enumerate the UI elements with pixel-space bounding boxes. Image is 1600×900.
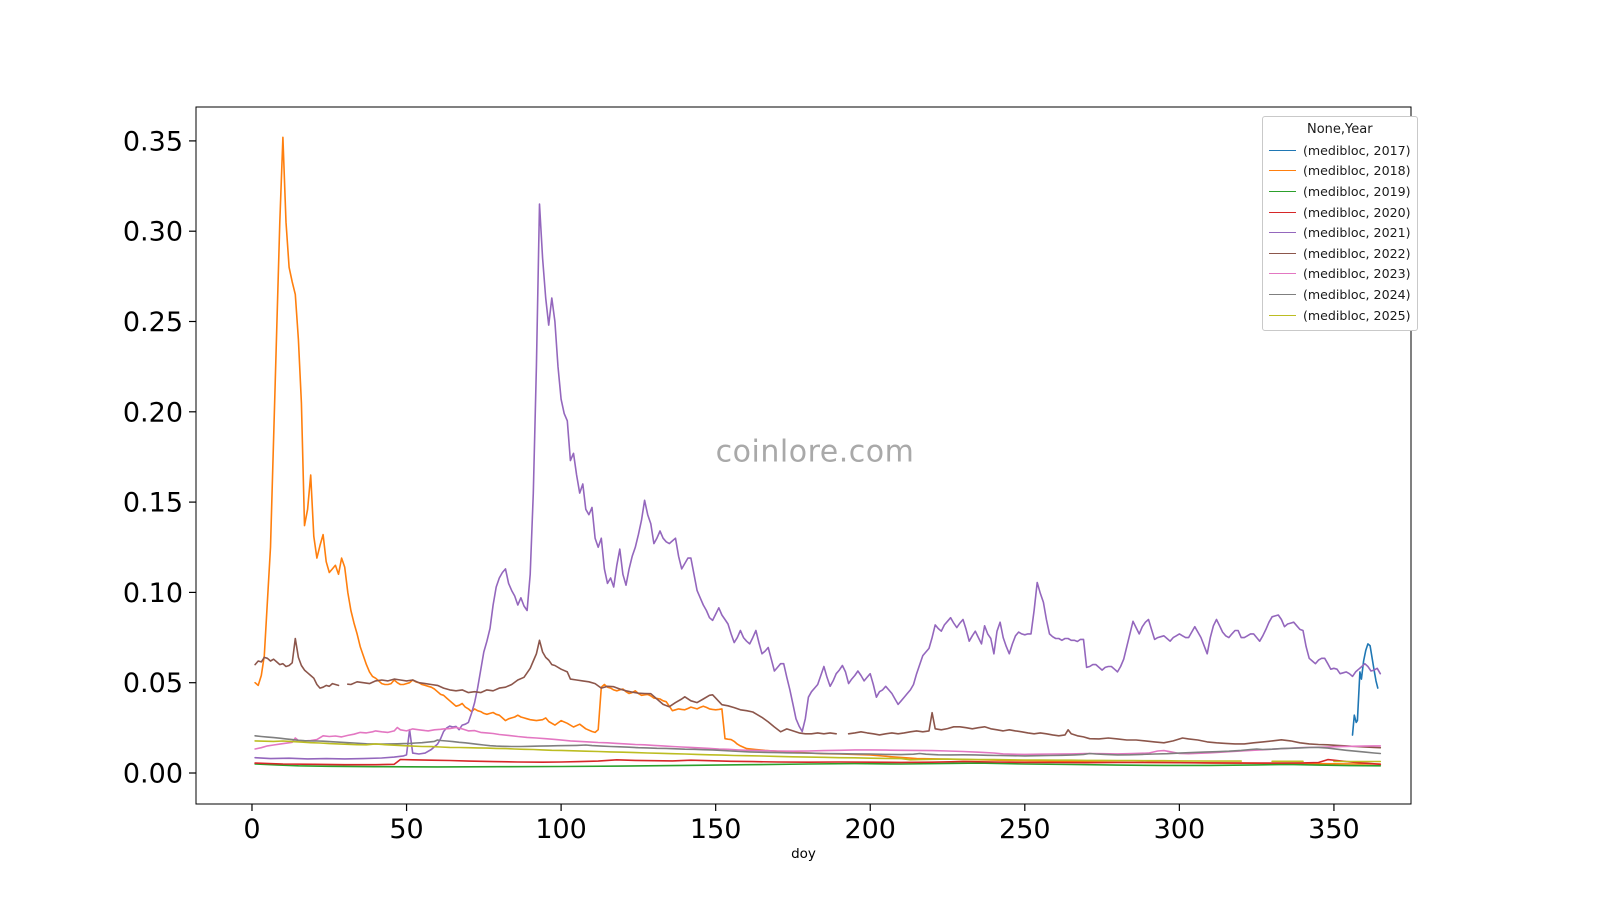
legend-line-swatch-2019 — [1269, 190, 1296, 192]
legend-line-swatch-2018 — [1269, 170, 1296, 172]
y-tick-label: 0.30 — [123, 217, 183, 248]
legend-item-label: (medibloc, 2019) — [1303, 183, 1411, 199]
legend-item-label: (medibloc, 2020) — [1303, 204, 1411, 220]
x-tick-label: 150 — [690, 814, 742, 845]
legend-item-label: (medibloc, 2021) — [1303, 225, 1411, 241]
legend-item-2017: (medibloc, 2017) — [1269, 140, 1411, 161]
series-line-2019 — [254, 762, 1382, 768]
y-tick-label: 0.00 — [123, 759, 183, 790]
series-line-2017 — [1351, 643, 1379, 736]
series-line-2018 — [254, 136, 1382, 765]
legend-line-swatch-2022 — [1269, 252, 1296, 254]
legend-line-swatch-2021 — [1269, 232, 1296, 234]
legend-item-2018: (medibloc, 2018) — [1269, 161, 1411, 182]
y-tick-label: 0.25 — [123, 307, 183, 338]
legend-item-2021: (medibloc, 2021) — [1269, 222, 1411, 243]
legend-line-swatch-2025 — [1269, 314, 1296, 316]
legend-item-label: (medibloc, 2022) — [1303, 245, 1411, 261]
y-tick-label: 0.05 — [123, 668, 183, 699]
series-line-2022 — [847, 711, 1382, 749]
x-tick-label: 100 — [535, 814, 587, 845]
legend-title: None,Year — [1306, 122, 1373, 137]
legend-item-2023: (medibloc, 2023) — [1269, 264, 1411, 285]
series-line-2023 — [254, 726, 1382, 756]
legend-line-swatch-2023 — [1269, 273, 1296, 275]
y-tick-label: 0.20 — [123, 397, 183, 428]
y-tick-label: 0.35 — [123, 126, 183, 157]
x-axis-label: doy — [791, 846, 816, 862]
legend-item-label: (medibloc, 2023) — [1303, 266, 1411, 282]
legend-line-swatch-2024 — [1269, 293, 1296, 295]
series-line-2020 — [254, 758, 1382, 766]
x-tick-label: 0 — [243, 814, 260, 845]
legend-item-label: (medibloc, 2018) — [1303, 163, 1411, 179]
legend-item-label: (medibloc, 2024) — [1303, 286, 1411, 302]
legend-item-2019: (medibloc, 2019) — [1269, 181, 1411, 202]
y-tick-label: 0.15 — [123, 488, 183, 519]
legend-item-label: (medibloc, 2017) — [1303, 142, 1411, 158]
series-line-2022 — [254, 637, 340, 689]
legend: None,Year (medibloc, 2017) (medibloc, 201… — [1262, 116, 1418, 332]
legend-item-2024: (medibloc, 2024) — [1269, 284, 1411, 305]
x-tick-label: 300 — [1154, 814, 1206, 845]
plot-frame — [195, 106, 1412, 805]
x-tick-label: 250 — [999, 814, 1051, 845]
legend-line-swatch-2020 — [1269, 211, 1296, 213]
series-line-2021 — [254, 203, 1382, 760]
legend-line-swatch-2017 — [1269, 149, 1296, 151]
legend-items: (medibloc, 2017) (medibloc, 2018) (mediblo… — [1269, 140, 1411, 325]
legend-item-2020: (medibloc, 2020) — [1269, 202, 1411, 223]
y-tick-label: 0.10 — [123, 578, 183, 609]
x-tick-label: 350 — [1308, 814, 1360, 845]
legend-item-2022: (medibloc, 2022) — [1269, 243, 1411, 264]
series-line-2022 — [346, 639, 838, 735]
legend-item-2025: (medibloc, 2025) — [1269, 305, 1411, 326]
x-tick-label: 200 — [844, 814, 896, 845]
x-tick-label: 50 — [389, 814, 423, 845]
legend-item-label: (medibloc, 2025) — [1303, 307, 1411, 323]
series-line-2025 — [254, 740, 1242, 762]
